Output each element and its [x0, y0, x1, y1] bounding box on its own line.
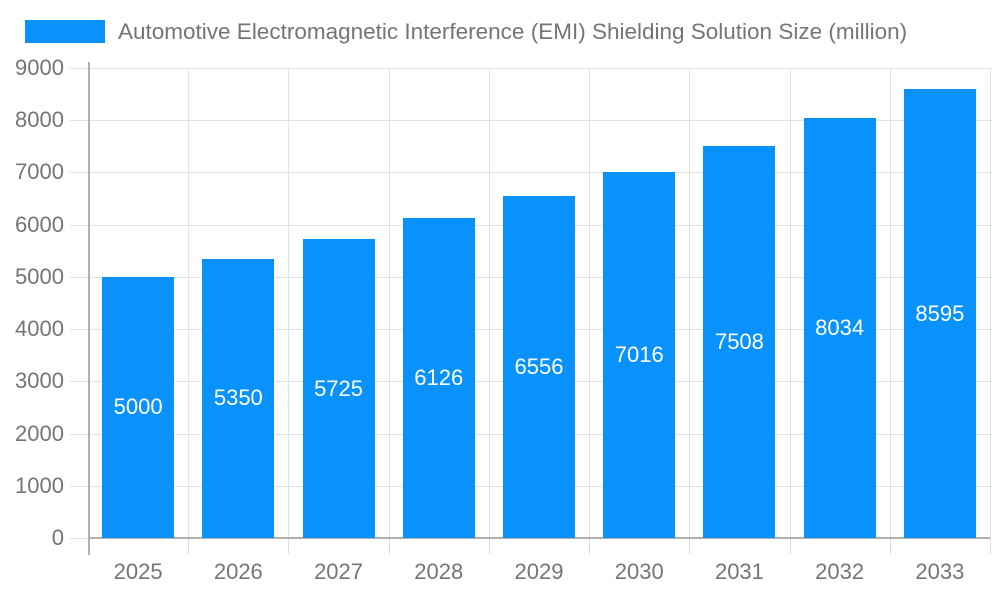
bar-value-label: 6556: [514, 353, 564, 379]
chart-legend: Automotive Electromagnetic Interference …: [0, 0, 1000, 56]
bar-value-label: 7016: [614, 341, 664, 367]
x-axis-tick-label: 2029: [514, 559, 564, 584]
y-axis-tick-label: 1000: [15, 472, 64, 498]
y-axis-tick-label: 9000: [15, 55, 64, 80]
x-gridline: [188, 68, 190, 538]
x-axis-tick: [388, 538, 390, 554]
x-gridline: [990, 68, 991, 538]
x-axis-tick-label: 2031: [714, 559, 764, 584]
legend-label: Automotive Electromagnetic Interference …: [118, 19, 908, 44]
y-gridline: [70, 68, 992, 69]
y-gridline: [70, 172, 992, 174]
x-gridline: [689, 68, 691, 538]
legend-swatch: [25, 20, 105, 43]
x-axis-tick: [689, 538, 691, 554]
x-axis-tick-label: 2028: [414, 559, 464, 584]
bar: [102, 276, 175, 538]
bar: [503, 195, 575, 538]
bar-value-label: 8034: [815, 315, 865, 341]
bar: [703, 145, 776, 538]
bar: [603, 171, 676, 538]
bar-value-label: 6126: [414, 365, 464, 391]
bar-value-label: 7508: [714, 328, 764, 354]
x-axis-line: [88, 537, 990, 539]
y-gridline: [70, 120, 992, 122]
x-axis-tick: [488, 538, 490, 554]
bar-value-label: 5350: [213, 385, 263, 411]
x-axis-tick: [789, 538, 791, 554]
x-axis-tick: [589, 538, 591, 554]
x-axis-tick-label: 2027: [314, 559, 364, 584]
x-axis-tick: [188, 538, 190, 554]
x-gridline: [889, 68, 891, 538]
x-axis-tick: [288, 538, 290, 554]
bar: [903, 89, 976, 538]
y-axis-tick-label: 3000: [15, 368, 64, 394]
x-axis-tick-label: 2030: [614, 559, 664, 584]
bar: [803, 118, 876, 538]
x-axis-tick: [889, 538, 891, 554]
x-axis-tick-label: 2026: [213, 559, 263, 584]
y-axis-tick-label: 6000: [15, 211, 64, 237]
bar-value-label: 5725: [314, 375, 364, 401]
x-gridline: [388, 68, 390, 538]
bar-value-label: 5000: [113, 394, 163, 420]
x-axis-tick: [990, 538, 991, 554]
y-axis-tick-label: 2000: [15, 420, 64, 446]
x-gridline: [589, 68, 591, 538]
y-axis-tick-label: 5000: [15, 263, 64, 289]
x-axis-tick-label: 2025: [113, 559, 163, 584]
x-gridline: [789, 68, 791, 538]
bar: [402, 218, 475, 538]
x-gridline: [488, 68, 490, 538]
y-axis-tick-label: 7000: [15, 159, 64, 185]
y-axis-tick-label: 0: [51, 525, 64, 550]
y-axis-line: [88, 62, 90, 555]
x-axis-tick-label: 2032: [815, 559, 865, 584]
x-gridline: [288, 68, 290, 538]
y-axis-tick-label: 8000: [15, 107, 64, 133]
y-axis-tick-label: 4000: [15, 316, 64, 342]
bar: [302, 239, 375, 538]
bar-value-label: 8595: [915, 300, 965, 326]
x-axis-tick-label: 2033: [915, 559, 965, 584]
bar: [202, 258, 275, 538]
